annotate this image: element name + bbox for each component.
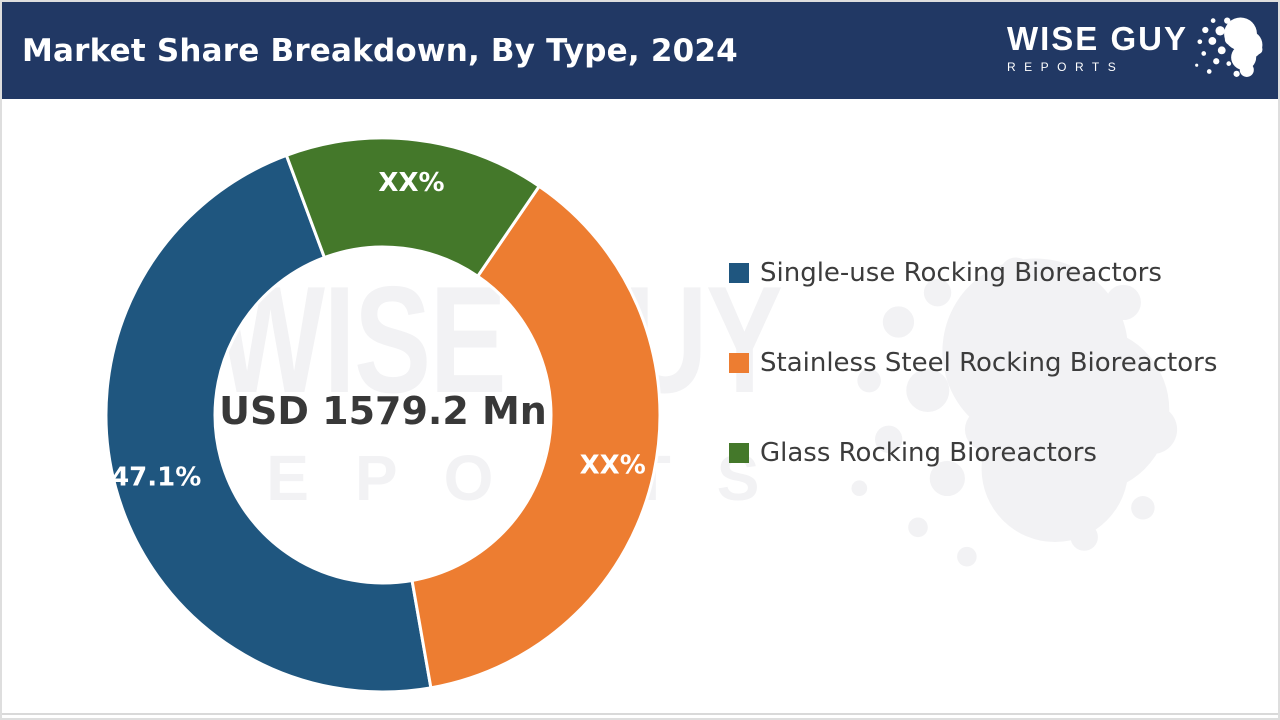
header-bar: Market Share Breakdown, By Type, 2024 WI… bbox=[2, 2, 1278, 99]
legend-label: Stainless Steel Rocking Bioreactors bbox=[760, 348, 1218, 378]
brand-logo: WISE GUY REPORTS bbox=[1007, 8, 1264, 88]
brand-subname: REPORTS bbox=[1006, 59, 1125, 74]
legend-swatch-blue bbox=[729, 263, 749, 283]
footer-divider bbox=[2, 713, 1278, 715]
brand-name: WISE GUY bbox=[1006, 20, 1188, 58]
brand-head-icon bbox=[1195, 17, 1263, 77]
donut-segment-2 bbox=[410, 184, 662, 690]
legend-item-glass: Glass Rocking Bioreactors bbox=[729, 439, 1217, 467]
donut-center-value: USD 1579.2 Mn bbox=[219, 389, 547, 433]
watermark-reports: REPORTS bbox=[174, 442, 806, 514]
chart-legend: Single-use Rocking Bioreactors Stainless… bbox=[729, 259, 1217, 467]
donut-segment-1 bbox=[104, 153, 433, 694]
legend-label: Single-use Rocking Bioreactors bbox=[760, 258, 1162, 288]
legend-label: Glass Rocking Bioreactors bbox=[760, 438, 1097, 468]
legend-item-single-use: Single-use Rocking Bioreactors bbox=[729, 259, 1217, 287]
slice-label-3: XX% bbox=[378, 168, 444, 198]
slice-label-2: XX% bbox=[580, 451, 646, 481]
slice-label-1: 47.1% bbox=[111, 463, 201, 493]
brand-logo-text: WISE GUY REPORTS bbox=[1007, 22, 1188, 74]
legend-swatch-green bbox=[729, 443, 749, 463]
watermark-head-logo bbox=[851, 257, 1178, 567]
page-title: Market Share Breakdown, By Type, 2024 bbox=[22, 32, 738, 69]
legend-swatch-orange bbox=[729, 353, 749, 373]
donut-segment-3 bbox=[284, 136, 541, 278]
legend-item-stainless-steel: Stainless Steel Rocking Bioreactors bbox=[729, 349, 1217, 377]
